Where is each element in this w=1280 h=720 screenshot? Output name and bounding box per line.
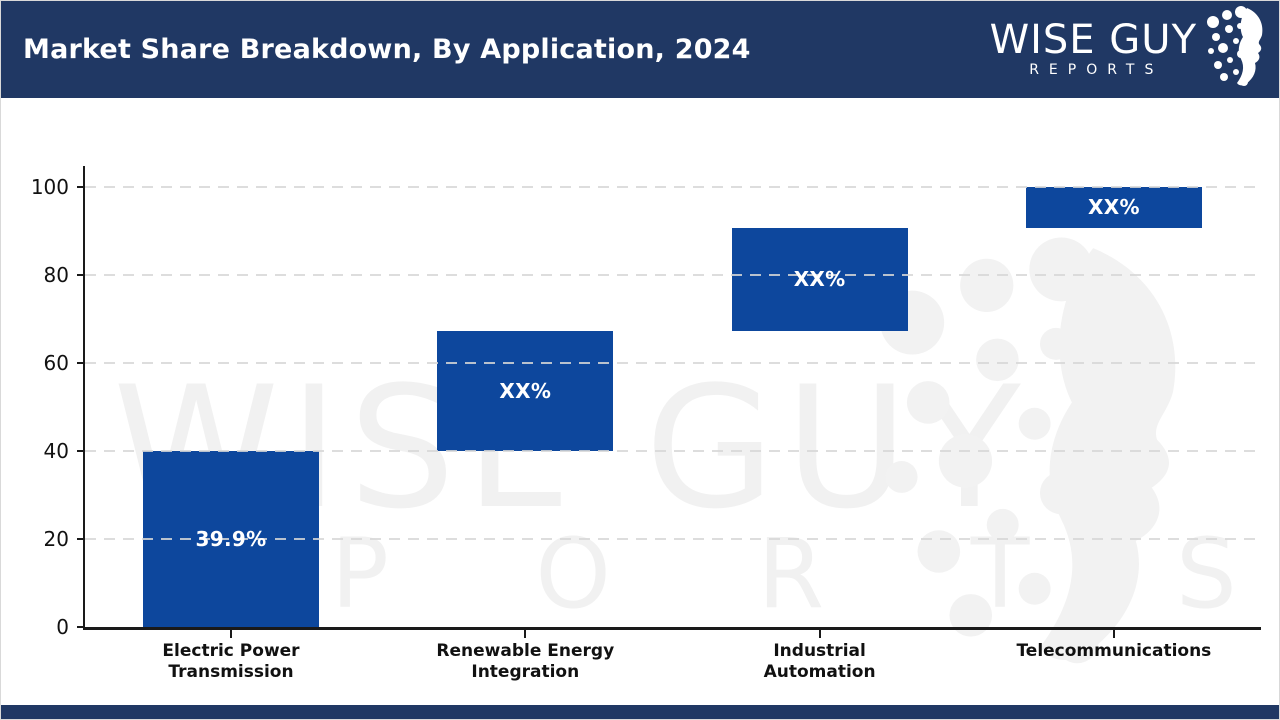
brand-logo: WISE GUY REPORTS [990, 6, 1265, 90]
header-bar: Market Share Breakdown, By Application, … [1, 1, 1279, 98]
y-tick-mark [77, 362, 85, 364]
y-tick-label: 60 [43, 351, 69, 375]
gridline [85, 274, 1261, 276]
x-tick-mark [230, 630, 232, 638]
x-tick-mark [818, 630, 821, 638]
dotted-head-icon [1207, 6, 1263, 86]
y-tick-mark [77, 538, 85, 540]
x-category-label-line: Integration [471, 662, 580, 682]
y-tick-mark [77, 626, 85, 628]
plot-region: 0 20 40 60 80 100 39.9% Electric Power Transmiss… [1, 98, 1279, 707]
y-tick-label: 100 [30, 175, 69, 199]
chart-area: WISE GUY P O R T S 0 20 40 60 80 100 39.9% Elec… [1, 98, 1279, 707]
y-tick-label: 40 [43, 439, 69, 463]
page-title: Market Share Breakdown, By Application, … [23, 34, 751, 65]
gridline [85, 186, 1261, 188]
x-category-label: Renewable Energy Integration [385, 641, 665, 683]
y-tick-label: 80 [43, 263, 69, 287]
y-tick-label: 20 [43, 527, 69, 551]
bar [437, 330, 614, 452]
bar [731, 227, 908, 331]
bar-value-label: XX% [793, 267, 846, 292]
bar-value-label: XX% [499, 379, 552, 404]
x-category-label: Telecommunications [974, 641, 1254, 662]
brand-text: WISE GUY REPORTS [990, 20, 1197, 77]
y-tick-mark [77, 186, 85, 188]
y-axis [83, 166, 85, 629]
x-category-label-line: Transmission [168, 662, 294, 682]
y-tick-mark [77, 274, 85, 276]
watermark-head-icon [880, 237, 1176, 664]
brand-subtitle: REPORTS [1029, 61, 1164, 78]
bar [1025, 187, 1202, 228]
x-category-label: Industrial Automation [680, 641, 960, 683]
x-category-label-line: Industrial [773, 641, 866, 661]
gridline [85, 538, 1261, 540]
bar-value-label: XX% [1088, 195, 1140, 220]
x-category-label-line: Telecommunications [1016, 641, 1212, 661]
gridline [85, 450, 1261, 452]
x-category-label-line: Electric Power [162, 641, 300, 661]
y-tick-mark [77, 450, 85, 452]
gridline [85, 362, 1261, 364]
footer-bar [1, 705, 1279, 719]
x-category-label-line: Renewable Energy [436, 641, 615, 661]
x-category-label-line: Automation [763, 662, 876, 682]
x-tick-mark [1112, 630, 1115, 638]
x-category-label: Electric Power Transmission [91, 641, 371, 683]
bar-value-label: 39.9% [195, 527, 267, 552]
y-tick-label: 0 [56, 615, 69, 639]
x-tick-mark [524, 630, 527, 638]
brand-name: WISE GUY [989, 16, 1197, 63]
x-axis [83, 627, 1261, 630]
